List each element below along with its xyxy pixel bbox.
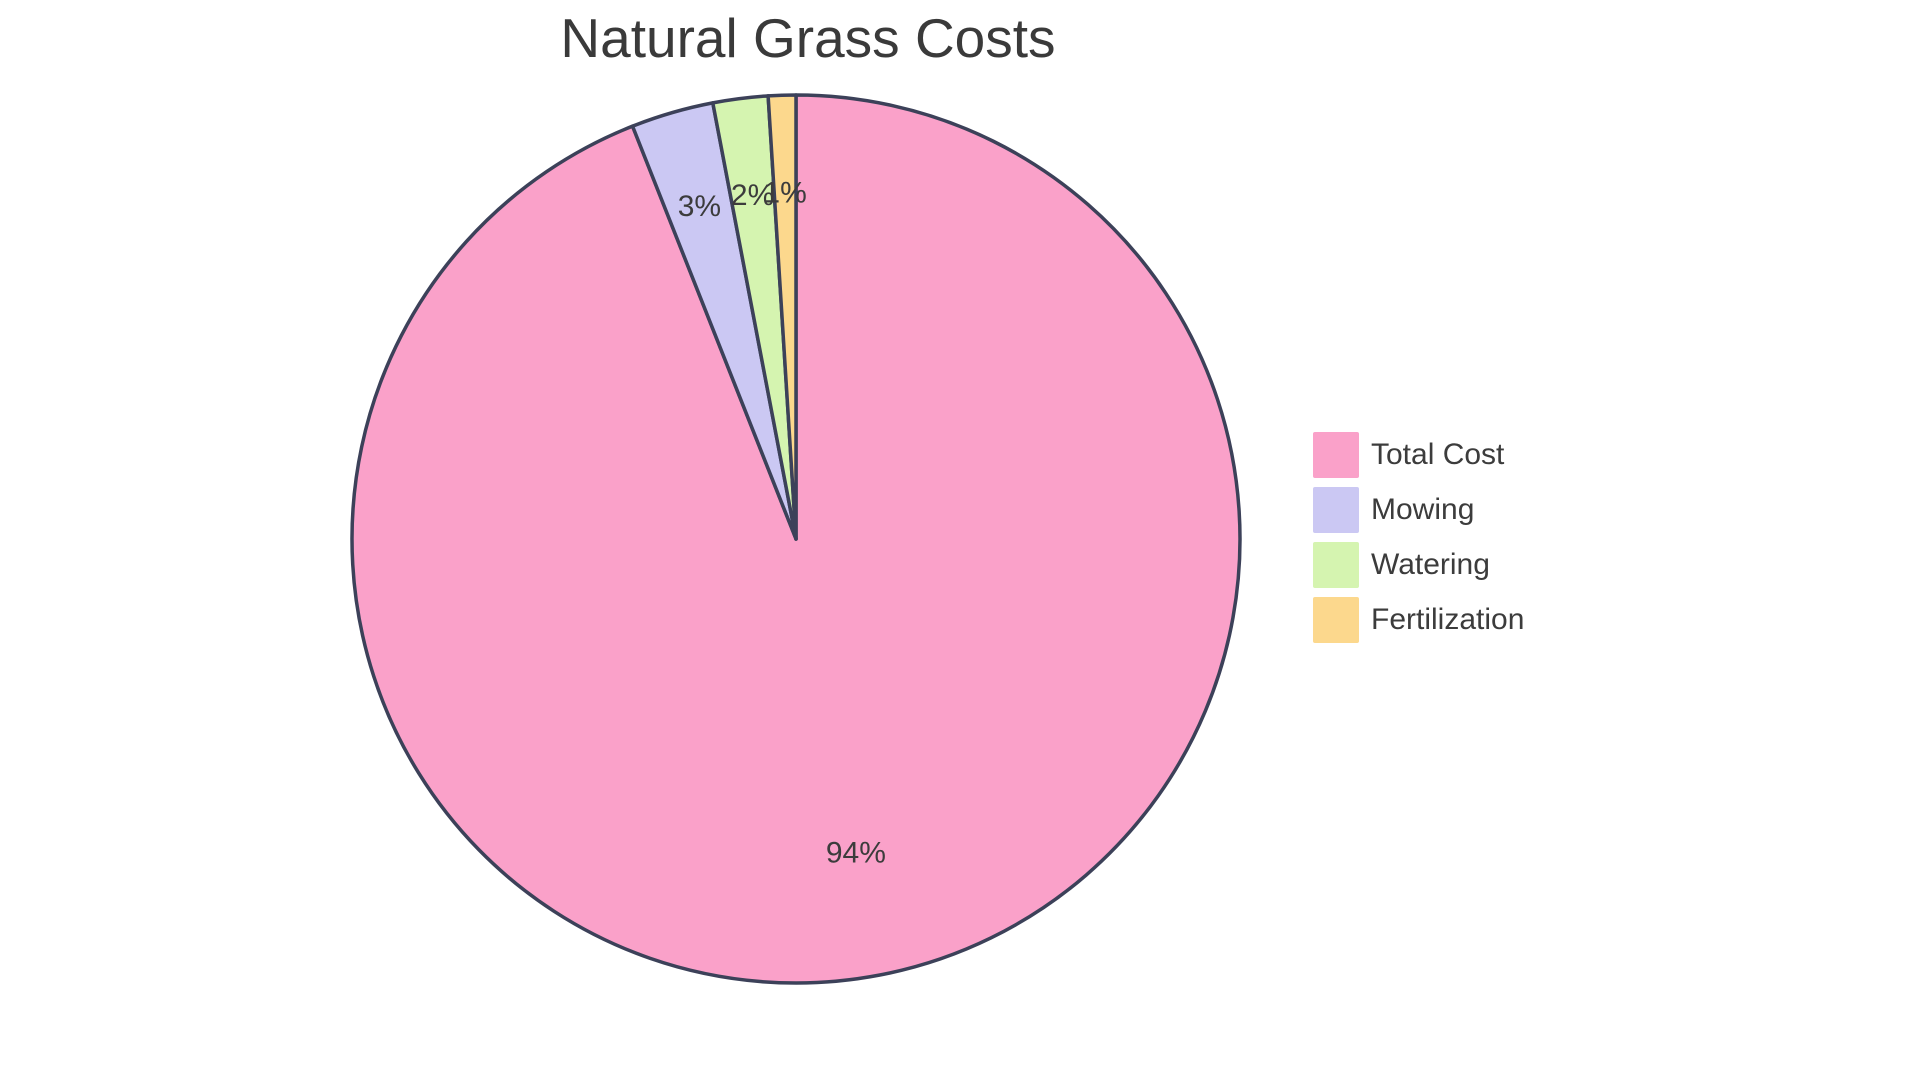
legend-label-watering: Watering	[1371, 548, 1490, 581]
legend-swatch-fertilization	[1313, 597, 1359, 643]
legend-item-total-cost[interactable]: Total Cost	[1313, 432, 1524, 478]
legend-label-fertilization: Fertilization	[1371, 603, 1525, 636]
pie-slice-fertilization[interactable]	[766, 93, 798, 541]
legend-label-total-cost: Total Cost	[1371, 438, 1505, 471]
legend-swatch-watering	[1313, 542, 1359, 588]
pie-slice-labels: 94% 3% 2%1%	[678, 176, 886, 869]
legend-swatch-total-cost	[1313, 432, 1359, 478]
legend-swatch-mowing	[1313, 487, 1359, 533]
legend: Total Cost Mowing Watering Fertilization	[1313, 432, 1524, 643]
slice-percent-label-mowing: 3%	[678, 190, 721, 223]
legend-item-watering[interactable]: Watering	[1313, 542, 1524, 588]
slice-percent-label-total-cost: 94%	[826, 837, 886, 870]
legend-item-fertilization[interactable]: Fertilization	[1313, 597, 1524, 643]
pie-slices	[350, 93, 1242, 985]
slice-percent-label-fertilization: 1%	[763, 176, 806, 209]
legend-item-mowing[interactable]: Mowing	[1313, 487, 1524, 533]
slice-percent-label-watering: 2%	[731, 179, 774, 212]
legend-label-mowing: Mowing	[1371, 493, 1475, 526]
chart-title: Natural Grass Costs	[560, 7, 1055, 69]
